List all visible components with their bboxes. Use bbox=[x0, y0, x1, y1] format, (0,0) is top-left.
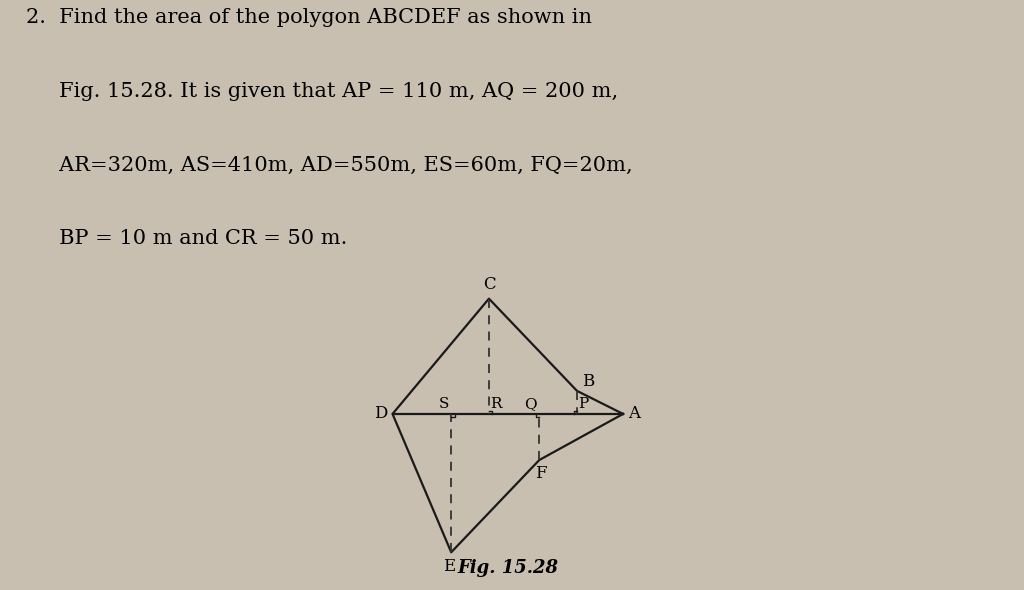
Text: BP = 10 m and CR = 50 m.: BP = 10 m and CR = 50 m. bbox=[26, 230, 347, 248]
Text: P: P bbox=[579, 398, 589, 411]
Text: Fig. 15.28. It is given that AP = 110 m, AQ = 200 m,: Fig. 15.28. It is given that AP = 110 m,… bbox=[26, 82, 617, 101]
Text: 2.  Find the area of the polygon ABCDEF as shown in: 2. Find the area of the polygon ABCDEF a… bbox=[26, 8, 592, 28]
Text: D: D bbox=[374, 405, 387, 422]
Text: S: S bbox=[438, 398, 449, 411]
Text: Q: Q bbox=[524, 398, 537, 411]
Text: E: E bbox=[443, 558, 456, 575]
Text: AR=320m, AS=410m, AD=550m, ES=60m, FQ=20m,: AR=320m, AS=410m, AD=550m, ES=60m, FQ=20… bbox=[26, 156, 632, 175]
Text: R: R bbox=[490, 398, 502, 411]
Text: B: B bbox=[583, 373, 595, 390]
Text: C: C bbox=[482, 276, 496, 293]
Text: F: F bbox=[536, 466, 547, 483]
Text: A: A bbox=[629, 405, 641, 422]
Text: Fig. 15.28: Fig. 15.28 bbox=[458, 559, 558, 578]
